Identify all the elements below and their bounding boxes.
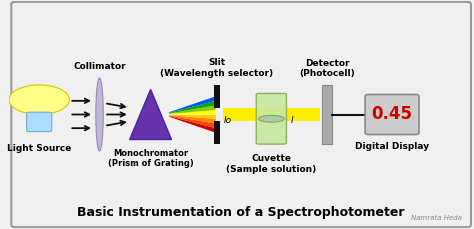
FancyBboxPatch shape bbox=[11, 2, 471, 227]
Text: Slit
(Wavelength selector): Slit (Wavelength selector) bbox=[160, 58, 273, 78]
Text: Detector
(Photocell): Detector (Photocell) bbox=[299, 59, 355, 78]
Bar bbox=[214, 121, 220, 144]
Polygon shape bbox=[169, 116, 216, 128]
Text: Namrata Heda: Namrata Heda bbox=[410, 215, 462, 221]
Text: Io: Io bbox=[224, 116, 232, 125]
Polygon shape bbox=[169, 114, 216, 119]
Text: Monochromator
(Prism of Grating): Monochromator (Prism of Grating) bbox=[108, 149, 193, 168]
Polygon shape bbox=[169, 101, 216, 113]
Ellipse shape bbox=[96, 78, 103, 151]
Polygon shape bbox=[169, 116, 216, 133]
Polygon shape bbox=[169, 110, 216, 114]
FancyBboxPatch shape bbox=[27, 112, 52, 132]
Text: Basic Instrumentation of a Spectrophotometer: Basic Instrumentation of a Spectrophotom… bbox=[77, 206, 405, 219]
Text: Cuvette
(Sample solution): Cuvette (Sample solution) bbox=[226, 154, 317, 174]
FancyBboxPatch shape bbox=[256, 93, 286, 144]
Bar bbox=[214, 85, 220, 108]
Bar bbox=[223, 108, 320, 121]
Text: Light Source: Light Source bbox=[7, 144, 72, 153]
Polygon shape bbox=[130, 90, 172, 139]
Text: I: I bbox=[291, 116, 294, 125]
Polygon shape bbox=[169, 115, 216, 124]
Polygon shape bbox=[169, 96, 216, 113]
FancyBboxPatch shape bbox=[365, 95, 419, 134]
Ellipse shape bbox=[258, 115, 284, 122]
Text: 0.45: 0.45 bbox=[372, 106, 412, 123]
Bar bbox=[322, 85, 332, 144]
Circle shape bbox=[9, 85, 69, 114]
Polygon shape bbox=[169, 105, 216, 114]
Text: Collimator: Collimator bbox=[73, 62, 126, 71]
Text: Digital Display: Digital Display bbox=[355, 142, 429, 151]
